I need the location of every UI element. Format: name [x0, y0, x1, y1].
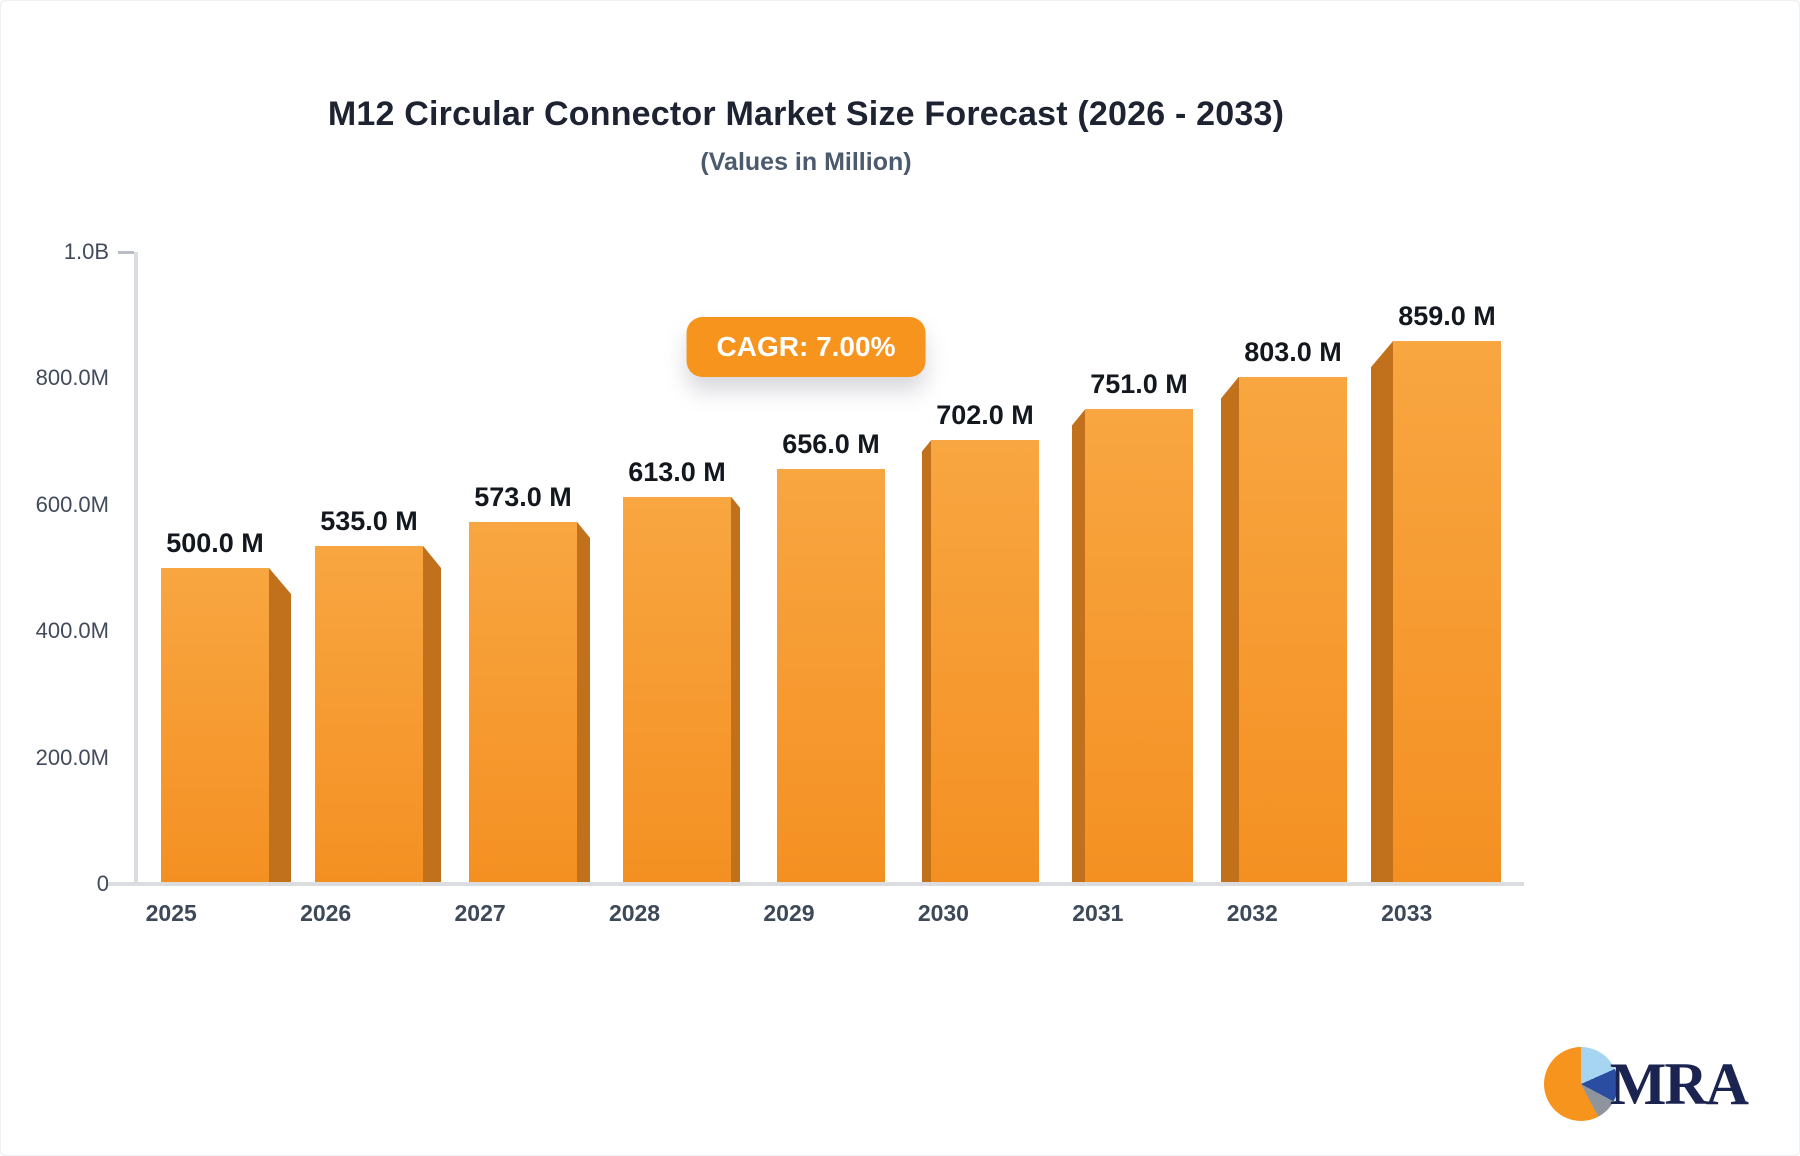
bar: 751.0 M: [1072, 369, 1193, 884]
x-axis: 2025 2026 2027 2028 2029 2030 2031 2032 2033: [94, 884, 1484, 927]
bar: 859.0 M: [1371, 301, 1501, 884]
logo-text: MRA: [1609, 1050, 1749, 1117]
bar-value-label: 803.0 M: [1244, 336, 1342, 367]
bar-side-3d: [269, 568, 291, 884]
y-tick-label: 800.0M: [35, 365, 109, 391]
bar-side-3d: [1371, 341, 1393, 884]
bar-slot: 500.0 M: [138, 528, 292, 884]
bar-face: [1393, 341, 1501, 884]
x-tick-label: 2033: [1381, 900, 1433, 926]
x-tick-label: 2031: [1072, 900, 1124, 926]
mra-logo: MRA: [1543, 1047, 1749, 1121]
x-tick-label: 2026: [300, 900, 352, 926]
bar-slot: 859.0 M: [1370, 301, 1524, 884]
bar-face: [1085, 409, 1193, 884]
cagr-badge: CAGR: 7.00%: [686, 317, 926, 377]
bar: 613.0 M: [623, 457, 740, 884]
bar-side-3d: [1072, 409, 1085, 884]
bar-value-label: 500.0 M: [166, 528, 264, 558]
bar-value-label: 702.0 M: [936, 400, 1034, 431]
bar-face: [161, 568, 269, 884]
bar-face: [777, 469, 885, 884]
x-tick-label: 2030: [917, 900, 969, 926]
bar-value-label: 751.0 M: [1090, 369, 1188, 400]
bar-side-3d: [423, 545, 441, 884]
y-tick-label: 1.0B: [64, 239, 134, 265]
bar-value-label: 859.0 M: [1398, 301, 1496, 332]
bar-value-label: 573.0 M: [474, 481, 572, 512]
bar: 656.0 M: [777, 429, 885, 884]
y-tick-label: 600.0M: [35, 491, 109, 517]
x-tick-label: 2025: [145, 900, 197, 926]
bar-side-3d: [922, 440, 931, 884]
plot-area: 500.0 M 535.0 M 573.0 M 613.0 M 656.0 M 702.0…: [108, 252, 1524, 886]
x-tick-label: 2032: [1226, 900, 1278, 926]
bar-slot: 573.0 M: [446, 482, 600, 884]
bar-chart: 1.0B 800.0M 600.0M 400.0M 200.0M 0 500.0 M 535…: [36, 239, 1524, 896]
bar-slot: 751.0 M: [1062, 369, 1216, 884]
x-tick-label: 2027: [454, 900, 506, 926]
x-tick-label: 2029: [763, 900, 815, 926]
bar: 702.0 M: [922, 400, 1039, 884]
bar-slot: 702.0 M: [908, 400, 1062, 884]
bar-face: [469, 521, 577, 884]
pie-chart-icon: [1543, 1047, 1618, 1121]
bar: 803.0 M: [1221, 337, 1347, 884]
bar-side-3d: [577, 521, 590, 884]
bar-slot: 613.0 M: [600, 457, 754, 884]
bar-face: [931, 440, 1039, 884]
bar: 500.0 M: [161, 528, 291, 884]
bar-face: [1239, 376, 1347, 884]
bar: 535.0 M: [315, 506, 441, 884]
bars-container: 500.0 M 535.0 M 573.0 M 613.0 M 656.0 M 702.0…: [138, 252, 1524, 884]
page-title: M12 Circular Connector Market Size Forec…: [327, 95, 1285, 133]
bar-value-label: 613.0 M: [628, 456, 726, 487]
y-tick-label: 200.0M: [35, 744, 109, 770]
bar-face: [315, 545, 423, 884]
bar: 573.0 M: [469, 482, 590, 884]
page-subtitle: (Values in Million): [700, 148, 912, 176]
bar-slot: 803.0 M: [1216, 337, 1370, 884]
y-tick-label: 400.0M: [35, 618, 109, 644]
bar-side-3d: [731, 496, 740, 884]
bar-value-label: 535.0 M: [320, 505, 418, 536]
bar-slot: 535.0 M: [292, 506, 446, 884]
bar-side-3d: [1221, 376, 1239, 884]
x-tick-label: 2028: [608, 900, 661, 926]
bar-face: [623, 496, 731, 884]
bar-slot: 656.0 M: [754, 429, 908, 884]
bar-value-label: 656.0 M: [782, 429, 880, 460]
y-axis: 1.0B 800.0M 600.0M 400.0M 200.0M 0: [36, 239, 134, 896]
